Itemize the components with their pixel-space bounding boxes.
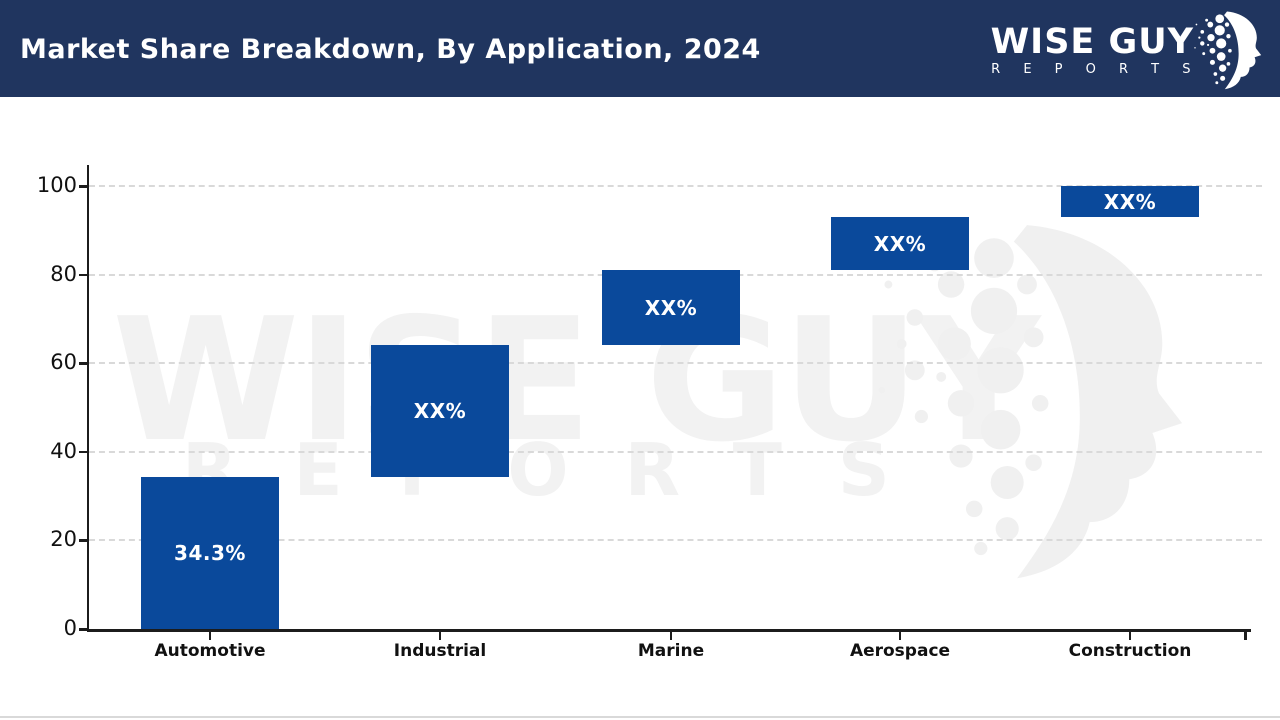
gridline-60 — [89, 362, 1262, 365]
y-tick-80 — [79, 273, 89, 277]
gridline-40 — [89, 450, 1262, 453]
y-axis-line — [86, 165, 89, 632]
x-tick-marine — [669, 631, 673, 640]
category-label-automotive: Automotive — [154, 641, 266, 661]
category-label-industrial: Industrial — [393, 641, 487, 661]
bar-value-label-construction: XX% — [1103, 189, 1157, 214]
bar-value-label-automotive: 34.3% — [174, 541, 246, 566]
x-axis-line — [86, 629, 1251, 632]
y-tick-20 — [79, 539, 89, 542]
y-tick-label-40: 40 — [50, 438, 77, 463]
watermark-text-wiseguy: WISE GUY — [112, 282, 1040, 480]
x-tick-industrial — [438, 631, 442, 640]
x-axis-end-tick — [1244, 631, 1247, 640]
brand-logo-reports: R E P O R T S — [991, 62, 1200, 77]
y-tick-label-60: 60 — [50, 350, 77, 375]
x-tick-aerospace — [898, 631, 902, 640]
y-tick-label-80: 80 — [50, 261, 77, 286]
bar-construction: XX% — [1061, 186, 1199, 217]
bar-industrial: XX% — [371, 345, 509, 478]
category-label-construction: Construction — [1068, 641, 1192, 661]
y-tick-100 — [79, 185, 89, 188]
y-tick-label-100: 100 — [36, 173, 77, 197]
header-bar: Market Share Breakdown, By Application, … — [0, 0, 1280, 97]
bar-value-label-industrial: XX% — [413, 399, 467, 424]
y-tick-label-20: 20 — [50, 527, 77, 552]
y-tick-label-0: 0 — [63, 616, 77, 640]
gridline-100 — [89, 185, 1262, 187]
bar-value-label-aerospace: XX% — [873, 231, 927, 256]
x-tick-automotive — [208, 631, 212, 640]
category-label-aerospace: Aerospace — [849, 641, 951, 661]
y-tick-60 — [79, 362, 89, 365]
watermark-text-reports: REPORTS — [182, 428, 946, 512]
bar-aerospace: XX% — [831, 217, 969, 271]
category-label-marine: Marine — [637, 641, 705, 661]
y-tick-40 — [79, 450, 89, 454]
y-tick-0 — [79, 628, 89, 631]
bar-value-label-marine: XX% — [644, 295, 698, 320]
bottom-divider — [0, 716, 1280, 718]
x-tick-construction — [1128, 631, 1132, 640]
brand-logo-wiseguy: WISE GUY — [990, 22, 1194, 62]
chart-title: Market Share Breakdown, By Application, … — [20, 34, 761, 65]
brand-logo-text: WISE GUY R E P O R T S — [991, 24, 1194, 77]
bar-automotive: 34.3% — [141, 477, 279, 629]
bar-marine: XX% — [602, 270, 740, 346]
brand-face-icon — [1188, 10, 1266, 90]
gridline-20 — [89, 539, 1262, 542]
brand-logo: WISE GUY R E P O R T S — [991, 6, 1266, 92]
